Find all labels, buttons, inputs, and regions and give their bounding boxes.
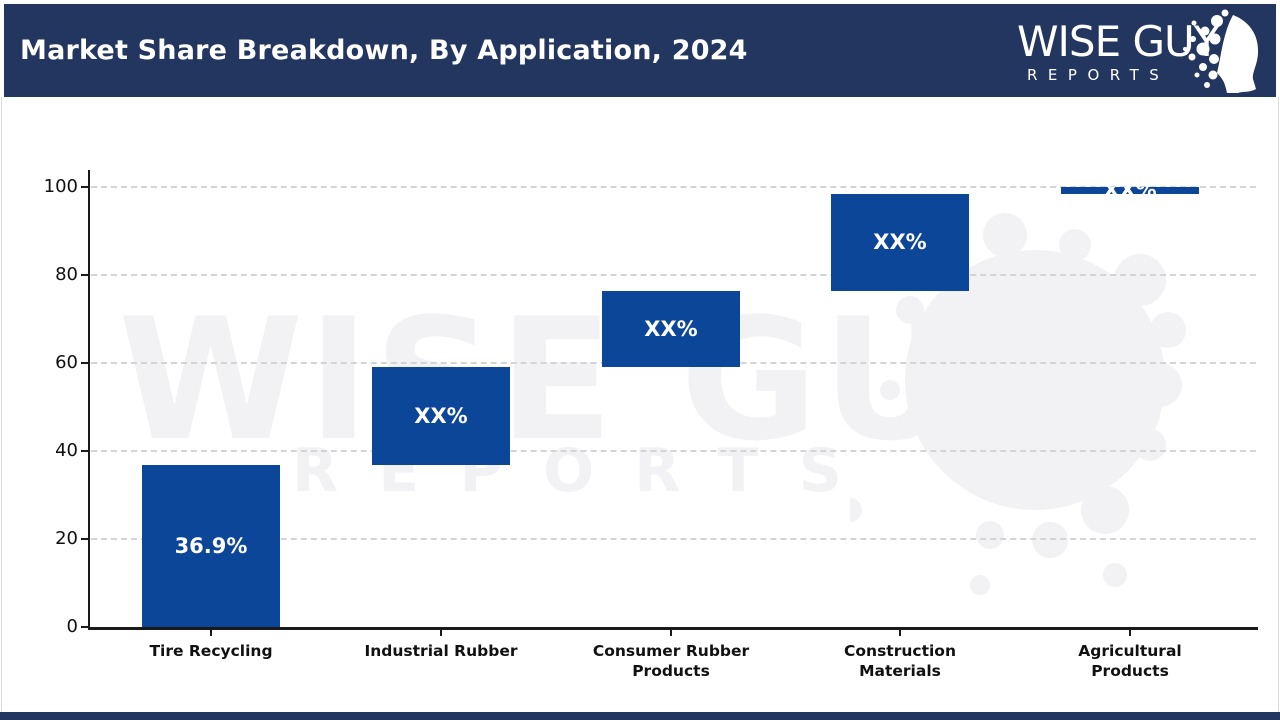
wise-guy-reports-logo: WISE GUY REPORTS — [1017, 9, 1259, 93]
logo-face-icon — [1183, 9, 1259, 93]
bar-value-label: XX% — [1103, 187, 1156, 194]
gridline-40 — [91, 450, 1256, 452]
y-tick-label-20: 20 — [55, 528, 78, 549]
bar-agricultural-products: XX% — [1061, 187, 1199, 194]
footer-bar — [0, 712, 1280, 720]
x-axis-line — [88, 627, 1258, 630]
x-category-label: Consumer Rubber Products — [592, 642, 750, 681]
y-tick-label-80: 80 — [55, 264, 78, 285]
x-tick-1 — [440, 630, 442, 636]
x-category-label: Industrial Rubber — [364, 642, 518, 660]
x-tick-3 — [899, 630, 901, 636]
bar-value-label: 36.9% — [174, 533, 248, 558]
bar-consumer-rubber-products: XX% — [602, 291, 740, 368]
y-tick-100 — [81, 186, 89, 188]
gridline-20 — [91, 538, 1256, 540]
bar-industrial-rubber: XX% — [372, 367, 510, 465]
y-tick-20 — [81, 538, 89, 540]
y-tick-0 — [81, 626, 89, 628]
y-tick-label-100: 100 — [43, 176, 78, 197]
x-category-label: Agricultural Products — [1078, 642, 1182, 681]
y-tick-60 — [81, 362, 89, 364]
x-tick-4 — [1129, 630, 1131, 636]
gridline-100 — [91, 186, 1256, 188]
y-tick-40 — [81, 450, 89, 452]
x-tick-2 — [670, 630, 672, 636]
bar-tire-recycling: 36.9% — [142, 464, 280, 627]
gridline-80 — [91, 274, 1256, 276]
bar-value-label: XX% — [414, 403, 468, 428]
y-axis-line — [88, 170, 90, 629]
logo-subtext: REPORTS — [1027, 66, 1169, 84]
x-category-label: Tire Recycling — [149, 642, 273, 660]
y-tick-80 — [81, 274, 89, 276]
y-tick-label-40: 40 — [55, 440, 78, 461]
y-tick-label-60: 60 — [55, 352, 78, 373]
x-category-label: Construction Materials — [844, 642, 956, 681]
bar-value-label: XX% — [873, 230, 927, 255]
bar-construction-materials: XX% — [831, 193, 969, 292]
page-title: Market Share Breakdown, By Application, … — [20, 35, 748, 66]
logo-wordmark: WISE GUY — [1017, 17, 1220, 66]
x-tick-0 — [210, 630, 212, 636]
y-tick-label-0: 0 — [66, 616, 78, 637]
header-bar: Market Share Breakdown, By Application, … — [4, 4, 1276, 97]
bar-value-label: XX% — [644, 317, 698, 342]
